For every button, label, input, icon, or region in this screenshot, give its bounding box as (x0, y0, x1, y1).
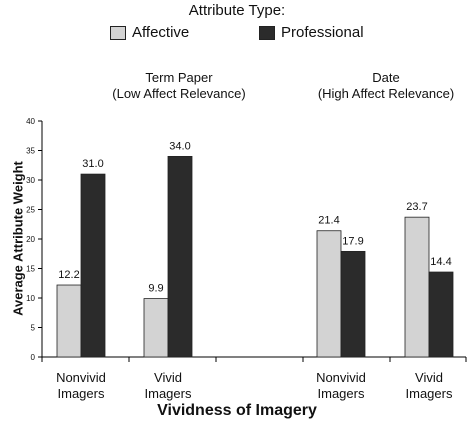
group-title-term-paper: Term Paper (Low Affect Relevance) (69, 70, 289, 102)
legend-label-professional: Professional (281, 24, 364, 41)
y-tick-label: 35 (26, 147, 35, 156)
y-tick-label: 0 (31, 353, 36, 362)
data-label: 23.7 (406, 201, 427, 213)
data-label: 21.4 (318, 215, 339, 227)
y-tick-label: 30 (26, 176, 35, 185)
group-title-line1: Term Paper (145, 70, 213, 85)
x-axis-title: Vividness of Imagery (157, 402, 317, 419)
data-label: 17.9 (342, 235, 363, 247)
category-label-line1: Vivid (415, 370, 443, 385)
data-label: 31.0 (82, 158, 103, 170)
category-label-line2: Imagers (145, 386, 192, 401)
legend-title: Attribute Type: (188, 2, 286, 19)
y-tick-label: 40 (26, 117, 35, 126)
bar-affective (143, 298, 169, 358)
legend-item-affective: Affective (110, 24, 189, 41)
legend-swatch-affective (110, 25, 126, 40)
category-label-line1: Nonvivid (56, 370, 106, 385)
category-label-line1: Nonvivid (316, 370, 366, 385)
group-title-line1: Date (372, 70, 400, 85)
bar-professional (80, 173, 106, 358)
bar-affective (404, 216, 430, 358)
category-label-line2: Imagers (406, 386, 453, 401)
y-tick-label: 5 (31, 324, 36, 333)
legend-swatch-professional (259, 25, 275, 40)
data-label: 34.0 (169, 140, 190, 152)
group-title-date: Date (High Affect Relevance) (276, 70, 474, 102)
data-label: 14.4 (430, 256, 451, 268)
bar-affective (56, 284, 82, 358)
bar-professional (340, 250, 366, 358)
y-tick-label: 15 (26, 265, 35, 274)
y-tick-label: 20 (26, 235, 35, 244)
bar-professional (428, 271, 454, 358)
bar-affective (316, 230, 342, 358)
category-label-line2: Imagers (318, 386, 365, 401)
y-tick-label: 25 (26, 206, 35, 215)
data-label: 9.9 (148, 283, 163, 295)
bar-professional (167, 155, 193, 358)
legend-label-affective: Affective (132, 24, 190, 41)
data-label: 12.2 (58, 269, 79, 281)
legend-item-professional: Professional (259, 24, 364, 41)
category-label-line2: Imagers (58, 386, 105, 401)
group-title-line2: (Low Affect Relevance) (112, 86, 246, 101)
y-tick-label: 10 (26, 294, 35, 303)
group-title-line2: (High Affect Relevance) (317, 86, 455, 101)
category-label-line1: Vivid (154, 370, 182, 385)
